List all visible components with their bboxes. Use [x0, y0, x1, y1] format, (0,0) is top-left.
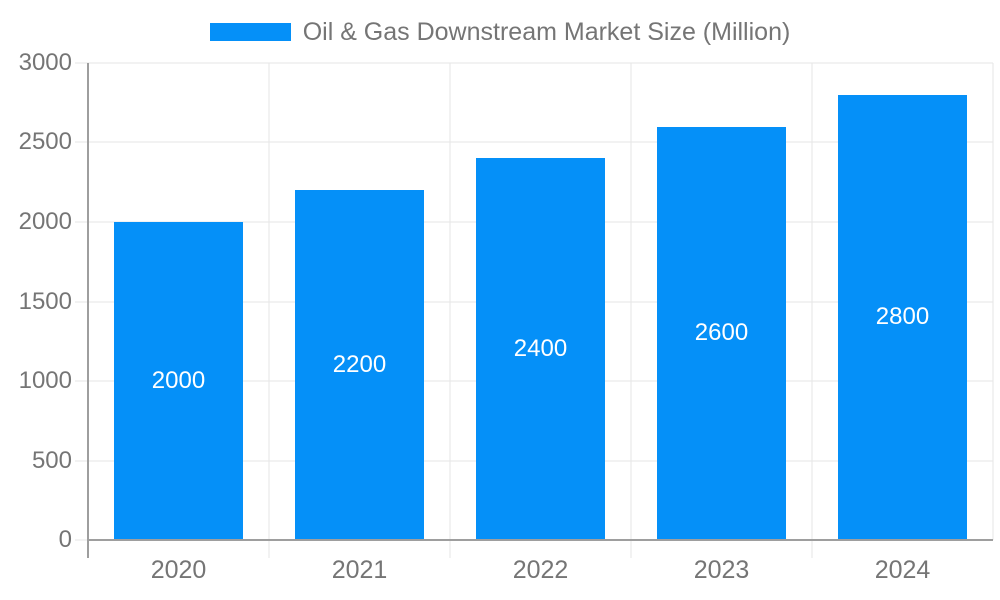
bar[interactable]: 2000 [113, 222, 244, 540]
bar[interactable]: 2600 [656, 126, 787, 540]
gridline-vertical [992, 63, 994, 540]
gridline-vertical [630, 63, 632, 558]
x-axis-baseline [88, 539, 993, 541]
plot-area: 0 500 1000 1500 2000 2500 3000 2000 2020 2200 2021… [19, 49, 994, 584]
bar[interactable]: 2200 [294, 190, 425, 540]
x-axis-tick-label: 2023 [693, 556, 750, 584]
bar-value-label: 2400 [513, 335, 568, 363]
bar-value-label: 2200 [332, 351, 387, 379]
y-axis-tick-label: 500 [31, 446, 72, 474]
y-axis-line [87, 63, 89, 558]
bar-value-label: 2800 [875, 303, 930, 331]
y-axis-tick-label: 1000 [18, 366, 72, 394]
gridline-vertical [268, 63, 270, 558]
y-axis-tick-label: 0 [58, 526, 72, 553]
y-axis-tick-label: 1500 [18, 287, 72, 315]
gridline-vertical [449, 63, 451, 558]
gridline-horizontal [75, 141, 993, 143]
bar-value-label: 2000 [151, 367, 206, 394]
legend-label: Oil & Gas Downstream Market Size (Millio… [302, 18, 791, 46]
bar[interactable]: 2400 [475, 158, 606, 540]
gridline-horizontal [75, 62, 993, 64]
gridline-vertical [811, 63, 813, 558]
legend-swatch [209, 23, 291, 41]
y-axis-tick-label: 2000 [18, 207, 72, 235]
x-axis-tick-label: 2022 [512, 556, 569, 584]
y-axis-tick-label: 2500 [18, 128, 72, 156]
x-axis-tick-label: 2021 [331, 556, 388, 584]
x-axis-tick-label: 2020 [150, 556, 207, 584]
legend[interactable]: Oil & Gas Downstream Market Size (Millio… [0, 18, 1000, 46]
bar-value-label: 2600 [694, 319, 749, 347]
y-axis-tick-label: 3000 [18, 49, 72, 76]
bar[interactable]: 2800 [837, 94, 968, 540]
x-axis-tick-label: 2024 [874, 556, 931, 584]
